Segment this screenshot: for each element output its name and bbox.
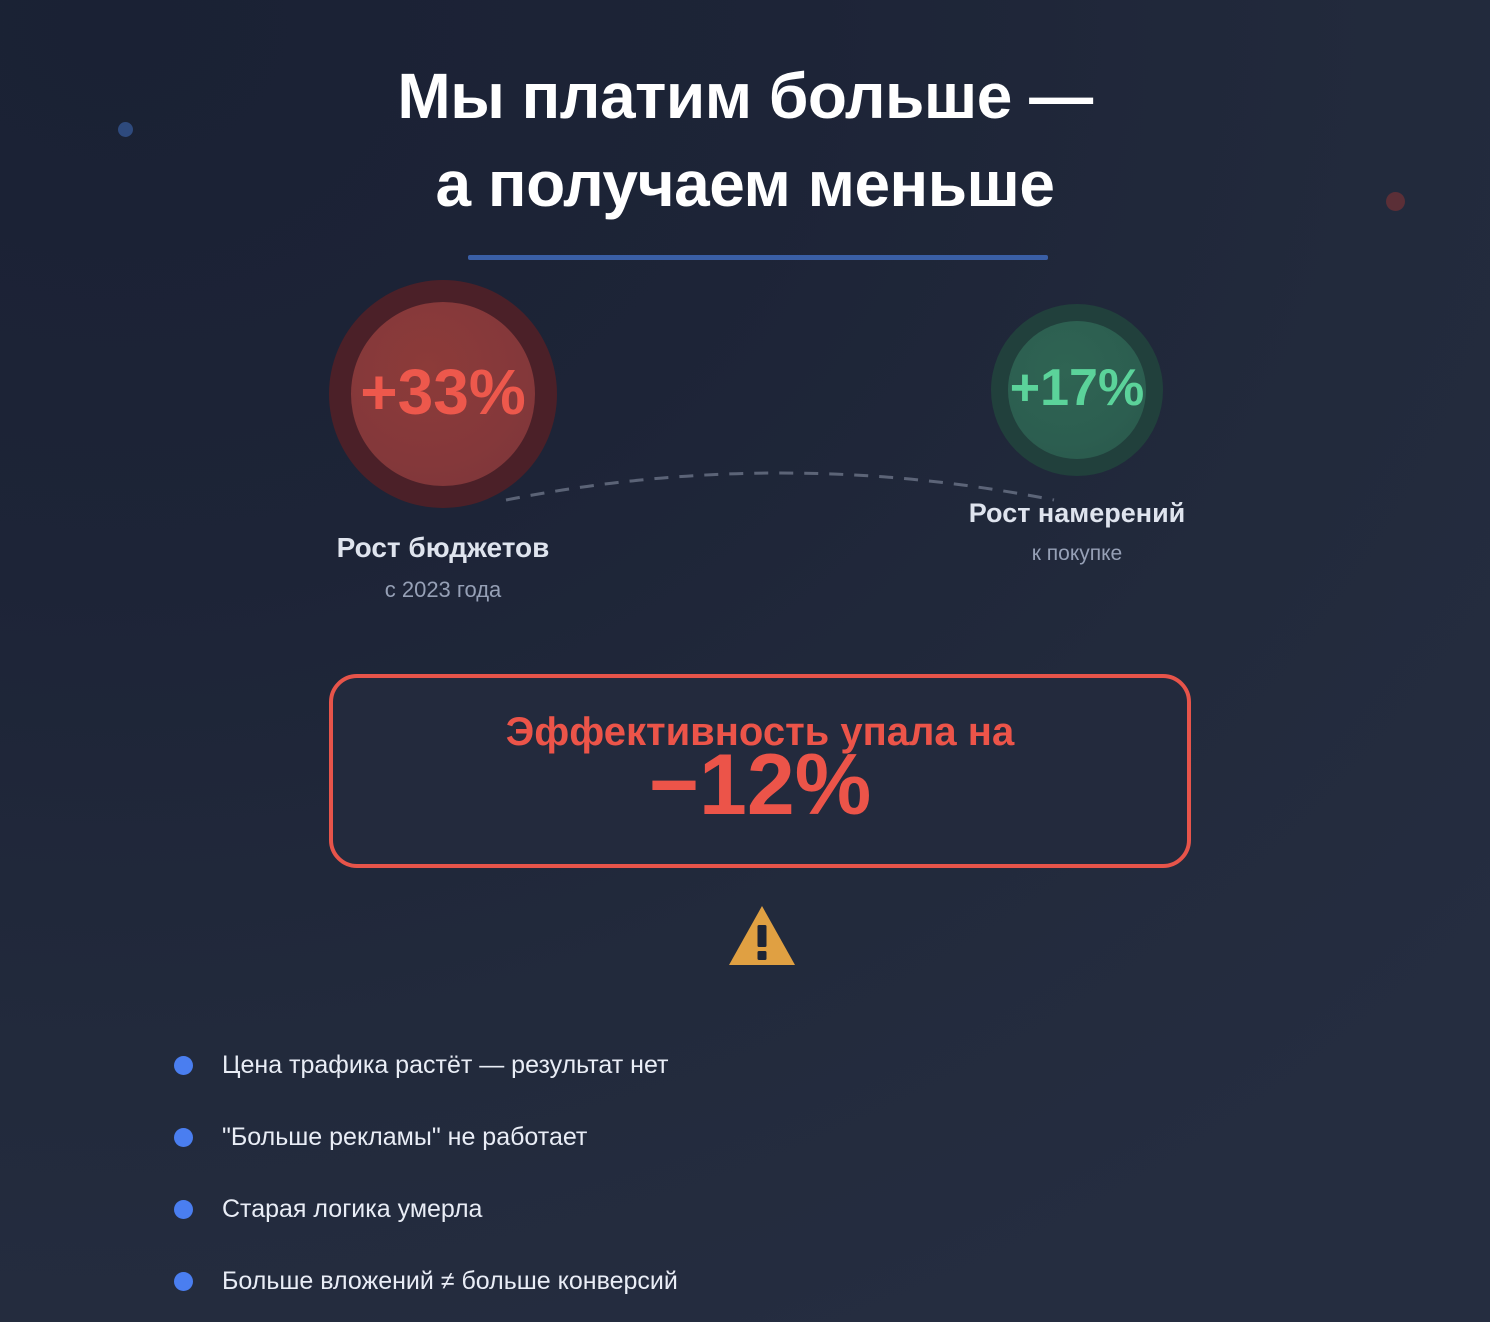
page-title-line-1: Мы платим больше —	[397, 60, 1093, 132]
list-item: "Больше рекламы" не работает	[174, 1101, 1074, 1173]
metric-budget-core	[351, 302, 535, 486]
bullet-dot-icon	[174, 1127, 193, 1147]
decorative-dot-red	[1386, 192, 1405, 211]
warning-triangle-icon	[729, 906, 795, 965]
efficiency-callout-text: Эффективность упала на	[505, 710, 1015, 754]
page-title: Мы платим больше — а получаем меньше	[0, 52, 1490, 229]
bullet-dot-icon	[174, 1055, 193, 1075]
metric-intent-label: Рост намерений	[968, 498, 1186, 528]
list-item: Цена трафика растёт — результат нет	[174, 1029, 1074, 1101]
metric-budget-sublabel: с 2023 года	[384, 577, 502, 602]
metric-intent-value: +17%	[1009, 359, 1145, 417]
list-item-label: Старая логика умерла	[222, 1194, 483, 1223]
metric-budget-growth: +33% Рост бюджетов с 2023 года	[273, 280, 613, 603]
metric-intent-sublabel: к покупке	[1031, 542, 1123, 565]
metric-budget-circle: +33%	[329, 280, 557, 508]
metric-intent-circle: +17%	[991, 304, 1163, 476]
bullet-dot-icon	[174, 1271, 193, 1291]
title-divider	[468, 255, 1048, 260]
metric-budget-value: +33%	[360, 356, 526, 428]
list-item: Старая логика умерла	[174, 1173, 1074, 1245]
list-item-label: Больше вложений ≠ больше конверсий	[222, 1266, 678, 1295]
decorative-dot-blue	[118, 122, 133, 137]
list-item: Больше вложений ≠ больше конверсий	[174, 1245, 1074, 1317]
efficiency-callout-content: Эффективность упала на −12%	[333, 710, 1187, 833]
metric-intent-core	[1008, 321, 1146, 459]
page-title-line-2: а получаем меньше	[435, 148, 1055, 221]
list-item-label: Цена трафика растёт — результат нет	[222, 1050, 669, 1079]
bullet-dot-icon	[174, 1199, 193, 1219]
metric-budget-label: Рост бюджетов	[336, 532, 550, 563]
efficiency-callout-box: Эффективность упала на −12%	[329, 674, 1191, 868]
insight-bullet-list: Цена трафика растёт — результат нет "Бол…	[174, 1029, 1074, 1317]
list-item-label: "Больше рекламы" не работает	[222, 1122, 588, 1151]
metric-intent-growth: +17% Рост намерений к покупке	[927, 304, 1227, 566]
efficiency-callout-number: −12%	[648, 737, 872, 833]
